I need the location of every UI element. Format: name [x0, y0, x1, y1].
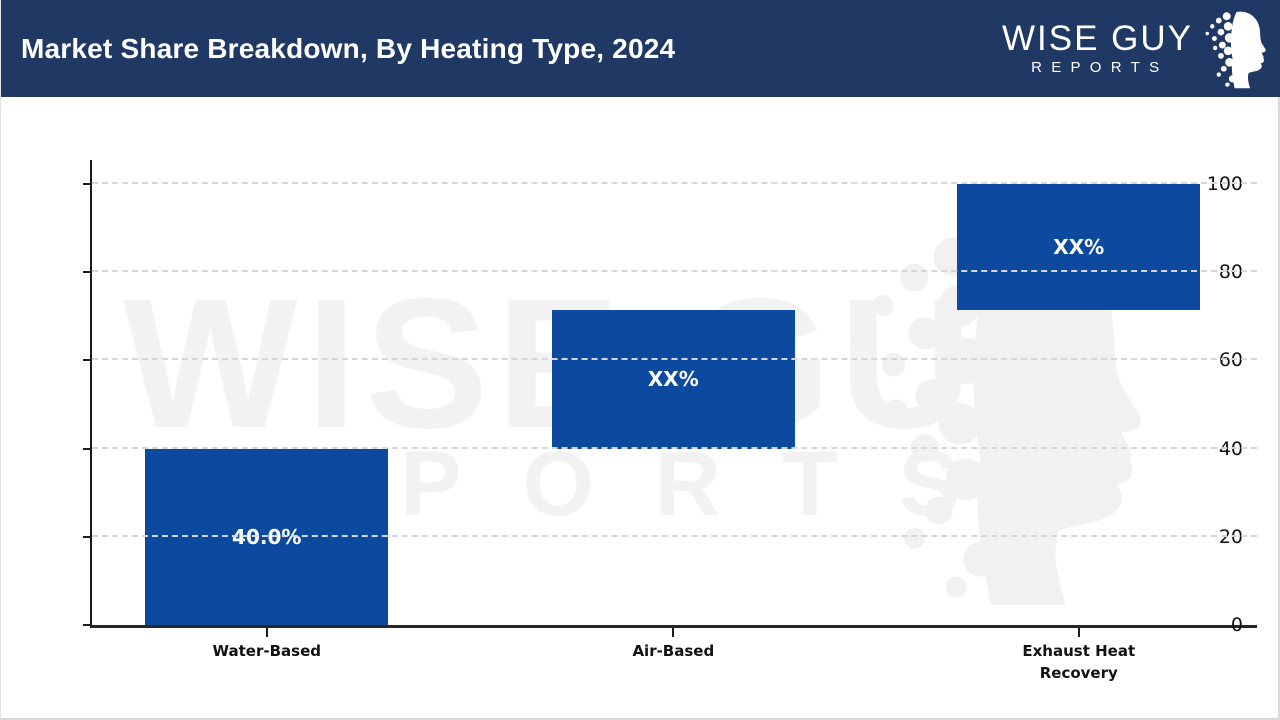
y-tick-label-100: 100: [1206, 172, 1243, 195]
logo-subtitle: REPORTS: [1031, 59, 1169, 76]
gridline-20: [92, 534, 1257, 537]
page-title: Market Share Breakdown, By Heating Type,…: [21, 32, 676, 64]
y-tick-mark-40: [83, 447, 90, 450]
x-category-label: Air-Based: [632, 642, 715, 660]
gridline-60: [92, 358, 1257, 361]
y-tick-mark-100: [83, 182, 90, 185]
gridline-40: [92, 446, 1257, 449]
x-tick-mark: [672, 628, 675, 637]
gridline-100: [92, 181, 1257, 184]
x-category-label: Water-Based: [212, 642, 322, 660]
header-bar: Market Share Breakdown, By Heating Type,…: [1, 0, 1280, 97]
bar-water-based: 40.0%: [145, 448, 389, 625]
plot-area: 0 20 40 60 80 100 40.0% Water-Based XX% Air-Based…: [83, 160, 1257, 682]
x-tick-mark: [1077, 628, 1080, 637]
bar-exhaust-heat-recovery: XX%: [957, 183, 1201, 310]
logo-text: WISE GUY REPORTS: [1002, 21, 1193, 76]
watermark-head-icon: [850, 234, 1142, 605]
y-tick-mark-20: [83, 535, 90, 538]
bar-value-label: 40.0%: [232, 524, 302, 549]
y-tick-mark-80: [83, 271, 90, 274]
wiseguy-logo: WISE GUY REPORTS: [1002, 7, 1267, 91]
y-tick-mark-0: [83, 624, 90, 626]
y-tick-mark-60: [83, 359, 90, 362]
bar-value-label: XX%: [1053, 234, 1105, 259]
logo-head-icon: [1205, 11, 1266, 88]
x-tick-mark: [265, 628, 268, 637]
gridline-80: [92, 270, 1257, 273]
logo-wordmark: WISE GUY: [1001, 19, 1193, 58]
y-tick-label-20: 20: [1218, 525, 1243, 548]
y-tick-label-60: 60: [1218, 349, 1243, 372]
y-tick-label-0: 0: [1230, 614, 1243, 636]
y-tick-label-40: 40: [1218, 437, 1243, 460]
bar-value-label: XX%: [647, 367, 699, 392]
bar-air-based: XX%: [551, 310, 796, 449]
x-category-label: Exhaust Heat Recovery: [1022, 642, 1136, 682]
y-tick-label-80: 80: [1218, 261, 1243, 284]
